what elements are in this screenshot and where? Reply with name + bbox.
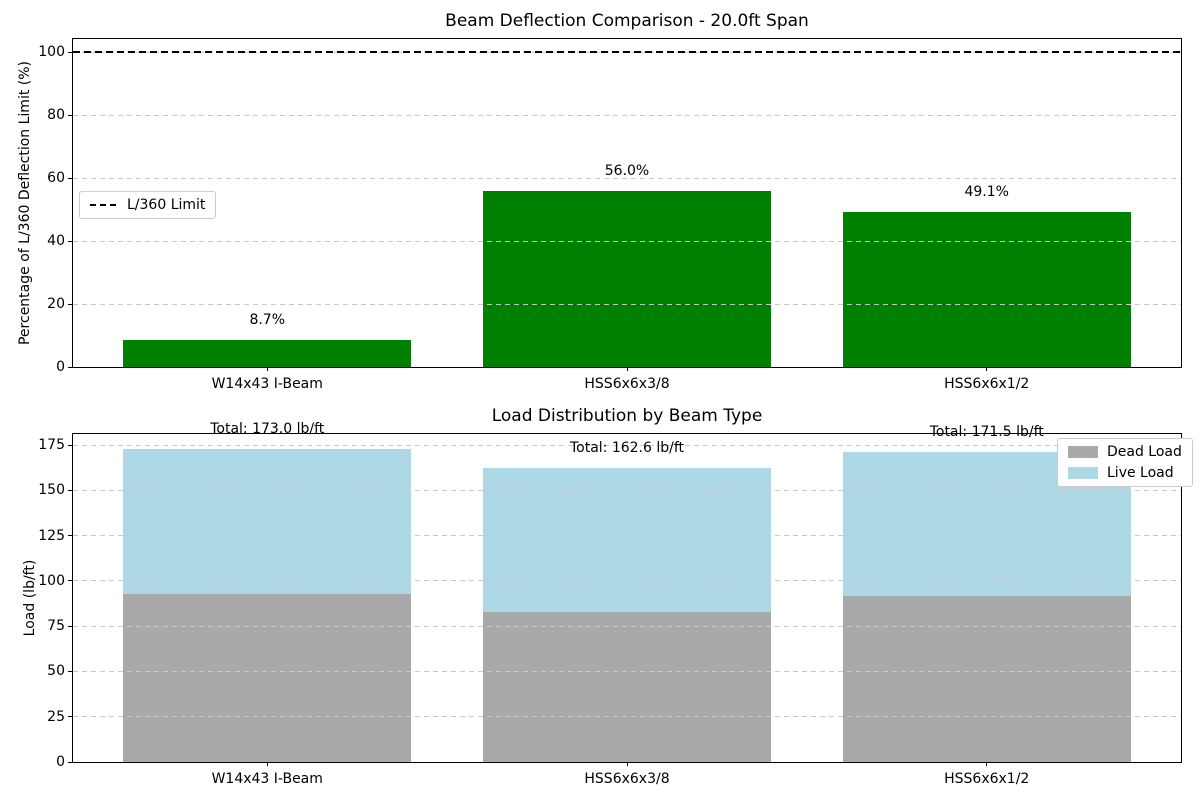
dashed-line-swatch: [90, 204, 118, 206]
deflection-chart-title: Beam Deflection Comparison - 20.0ft Span: [445, 11, 809, 31]
y-gridline-150: [73, 489, 1181, 491]
y-tick-40: [68, 240, 72, 242]
y-gridline-60: [73, 177, 1181, 179]
x-tick-label-hss6x6x1-2: HSS6x6x1/2: [944, 771, 1030, 787]
y-tick-125: [68, 535, 72, 537]
bar-hss6x6x1-2: [842, 212, 1131, 367]
y-tick-25: [68, 716, 72, 718]
y-tick-150: [68, 489, 72, 491]
x-tick-w14x43-i-beam: [266, 367, 268, 371]
y-tick-20: [68, 303, 72, 305]
bar-value-label-hss6x6x1-2: 49.1%: [964, 184, 1009, 201]
y-gridline-125: [73, 535, 1181, 537]
y-tick-100: [68, 51, 72, 53]
bar-value-label-hss6x6x1-2: Total: 171.5 lb/ft: [929, 423, 1044, 440]
y-tick-175: [68, 444, 72, 446]
y-gridline-50: [73, 670, 1181, 672]
x-tick-hss6x6x3-8: [626, 367, 628, 371]
bar-hss6x6x1-2-dead-load: [842, 596, 1131, 762]
y-tick-label-50: 50: [47, 663, 65, 680]
y-gridline-80: [73, 114, 1181, 116]
dead-load-swatch: [1068, 446, 1098, 458]
y-tick-0: [68, 366, 72, 368]
bar-hss6x6x3-8-live-load: [483, 467, 771, 613]
x-tick-label-hss6x6x3-8: HSS6x6x3/8: [584, 376, 670, 392]
legend-label-live-load: Live Load: [1107, 465, 1174, 481]
bar-w14x43-i-beam-dead-load: [123, 593, 412, 762]
y-tick-label-60: 60: [47, 170, 65, 187]
bar-value-label-w14x43-i-beam: 8.7%: [249, 311, 286, 328]
y-tick-50: [68, 670, 72, 672]
bar-value-label-w14x43-i-beam: Total: 173.0 lb/ft: [210, 420, 325, 437]
x-tick-label-w14x43-i-beam: W14x43 I-Beam: [211, 771, 323, 787]
y-gridline-175: [73, 444, 1181, 446]
y-tick-label-100: 100: [38, 572, 65, 589]
bar-hss6x6x3-8-dead-load: [483, 612, 771, 762]
y-gridline-75: [73, 625, 1181, 627]
y-tick-label-40: 40: [47, 233, 65, 250]
y-tick-80: [68, 114, 72, 116]
legend-entry-live-load: Live Load: [1068, 465, 1182, 481]
y-tick-0: [68, 761, 72, 763]
legend-entry-dead-load: Dead Load: [1068, 444, 1182, 460]
y-tick-label-175: 175: [38, 437, 65, 454]
legend-label-dead-load: Dead Load: [1107, 444, 1182, 460]
y-gridline-100: [73, 580, 1181, 582]
y-tick-75: [68, 625, 72, 627]
x-tick-label-w14x43-i-beam: W14x43 I-Beam: [211, 376, 323, 392]
legend-label-l360-limit: L/360 Limit: [127, 197, 206, 213]
bar-w14x43-i-beam: [123, 339, 412, 367]
y-tick-label-0: 0: [56, 359, 65, 375]
load-chart-title: Load Distribution by Beam Type: [491, 406, 763, 426]
x-tick-label-hss6x6x3-8: HSS6x6x3/8: [584, 771, 670, 787]
y-tick-60: [68, 177, 72, 179]
live-load-swatch: [1068, 467, 1098, 479]
y-tick-label-125: 125: [38, 527, 65, 544]
x-tick-hss6x6x3-8: [626, 762, 628, 766]
y-gridline-25: [73, 716, 1181, 718]
bar-value-label-hss6x6x3-8: 56.0%: [604, 162, 650, 179]
bar-value-label-hss6x6x3-8: Total: 162.6 lb/ft: [569, 439, 685, 456]
x-tick-label-hss6x6x1-2: HSS6x6x1/2: [944, 376, 1030, 392]
bar-w14x43-i-beam-live-load: [123, 448, 412, 594]
load-plot-area: 0 25 50 75 100 125 150 175 Total: 173.0 lb/ft W14…: [38, 421, 1182, 787]
y-gridline-20: [73, 303, 1181, 305]
y-tick-label-75: 75: [47, 618, 65, 635]
y-tick-label-100: 100: [38, 44, 65, 61]
y-tick-label-20: 20: [47, 296, 65, 313]
x-tick-hss6x6x1-2: [986, 762, 988, 766]
x-tick-hss6x6x1-2: [986, 367, 988, 371]
y-tick-label-150: 150: [38, 482, 65, 499]
reference-line-l360-limit: [73, 51, 1181, 54]
deflection-plot-area: 0 20 40 60 80 100 8.7% W14x43 I-Beam 56.0% HSS6x6…: [38, 38, 1182, 392]
load-legend: Dead Load Live Load: [1057, 438, 1193, 487]
y-tick-label-0: 0: [56, 754, 65, 770]
y-tick-label-80: 80: [47, 107, 65, 124]
deflection-legend: L/360 Limit: [79, 191, 217, 219]
bar-hss6x6x3-8: [483, 190, 771, 367]
y-tick-100: [68, 580, 72, 582]
x-tick-w14x43-i-beam: [266, 762, 268, 766]
y-tick-label-25: 25: [47, 708, 65, 725]
y-gridline-40: [73, 240, 1181, 242]
